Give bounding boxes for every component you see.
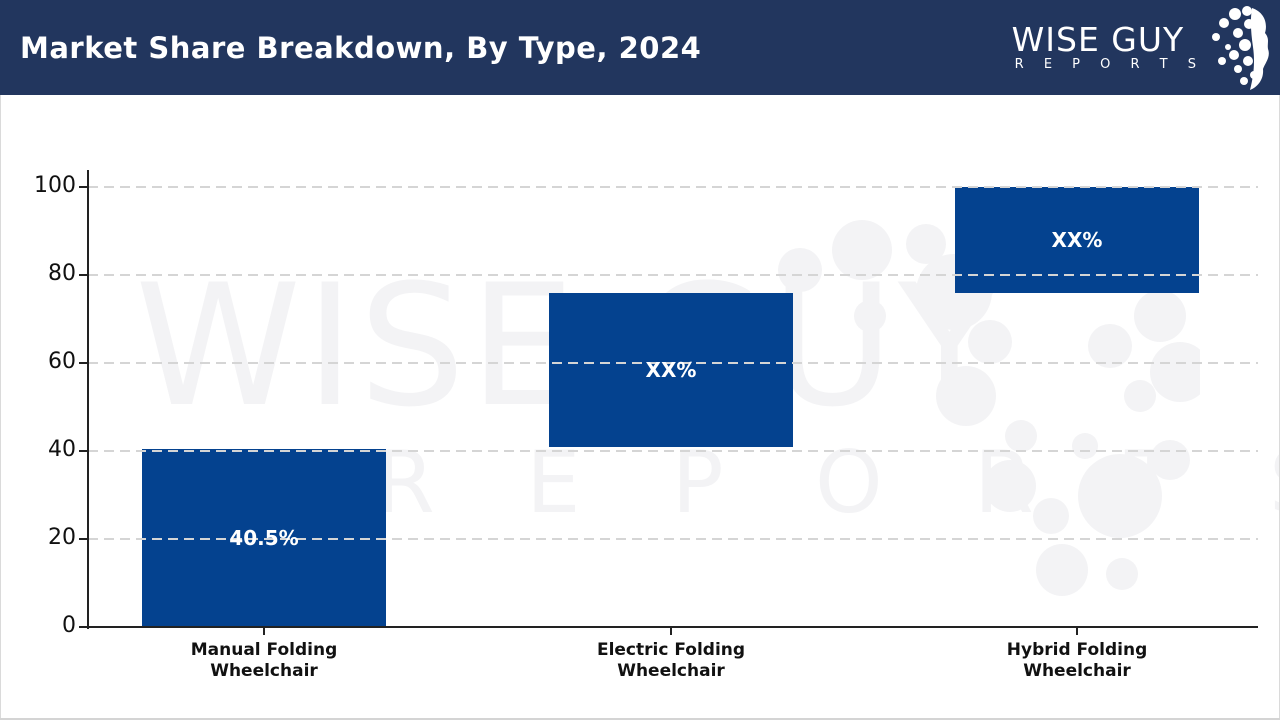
page-title: Market Share Breakdown, By Type, 2024 bbox=[20, 30, 702, 65]
category-label-line: Manual Folding bbox=[190, 640, 338, 660]
y-tick-label: 100 bbox=[34, 173, 76, 198]
y-tick-label: 60 bbox=[48, 349, 76, 374]
category-label-1: Manual Folding Wheelchair bbox=[191, 640, 338, 682]
gridline-80 bbox=[88, 274, 1258, 276]
y-tick-label: 80 bbox=[48, 261, 76, 286]
header-bar: Market Share Breakdown, By Type, 2024 WI… bbox=[0, 0, 1280, 95]
category-label-2: Electric Folding Wheelchair bbox=[597, 640, 745, 682]
bar-electric-folding-wheelchair bbox=[549, 292, 793, 447]
x-tick-mark bbox=[670, 627, 672, 635]
left-edge-border bbox=[0, 95, 1, 720]
bar-value-label: XX% bbox=[645, 357, 697, 382]
bottom-edge-border bbox=[0, 718, 1280, 720]
bar-value-label: XX% bbox=[1051, 227, 1103, 252]
gridline-60 bbox=[88, 362, 1258, 364]
gridline-40 bbox=[88, 450, 1258, 452]
category-label-line: Wheelchair bbox=[210, 661, 318, 681]
wise-guy-logo: WISE GUY R E P O R T S bbox=[1012, 5, 1280, 91]
y-axis-line bbox=[87, 170, 89, 629]
logo-word2: R E P O R T S bbox=[1014, 56, 1204, 72]
x-axis-line bbox=[87, 626, 1258, 628]
bar-value-label: 40.5% bbox=[229, 525, 299, 550]
gridline-100 bbox=[88, 186, 1258, 188]
y-tick-label: 0 bbox=[62, 613, 76, 638]
x-tick-mark bbox=[263, 627, 265, 635]
y-tick-label: 20 bbox=[48, 525, 76, 550]
logo-face-icon bbox=[1212, 5, 1269, 90]
category-label-line: Wheelchair bbox=[1023, 661, 1131, 681]
y-tick-mark bbox=[79, 274, 87, 276]
x-tick-mark bbox=[1076, 627, 1078, 635]
category-label-line: Hybrid Folding bbox=[1006, 640, 1148, 660]
y-tick-mark bbox=[79, 626, 87, 628]
logo-wordmark: WISE GUY R E P O R T S bbox=[1011, 19, 1204, 73]
logo-word1: WISE GUY bbox=[1011, 19, 1185, 59]
y-tick-label: 40 bbox=[48, 437, 76, 462]
gridline-20 bbox=[88, 538, 1258, 540]
y-tick-mark bbox=[79, 450, 87, 452]
bar-manual-folding-wheelchair bbox=[142, 448, 386, 627]
category-label-3: Hybrid Folding Wheelchair bbox=[1007, 640, 1147, 682]
y-tick-mark bbox=[79, 538, 87, 540]
y-tick-mark bbox=[79, 186, 87, 188]
category-label-line: Electric Folding bbox=[596, 640, 746, 660]
category-label-line: Wheelchair bbox=[617, 661, 725, 681]
y-tick-mark bbox=[79, 362, 87, 364]
